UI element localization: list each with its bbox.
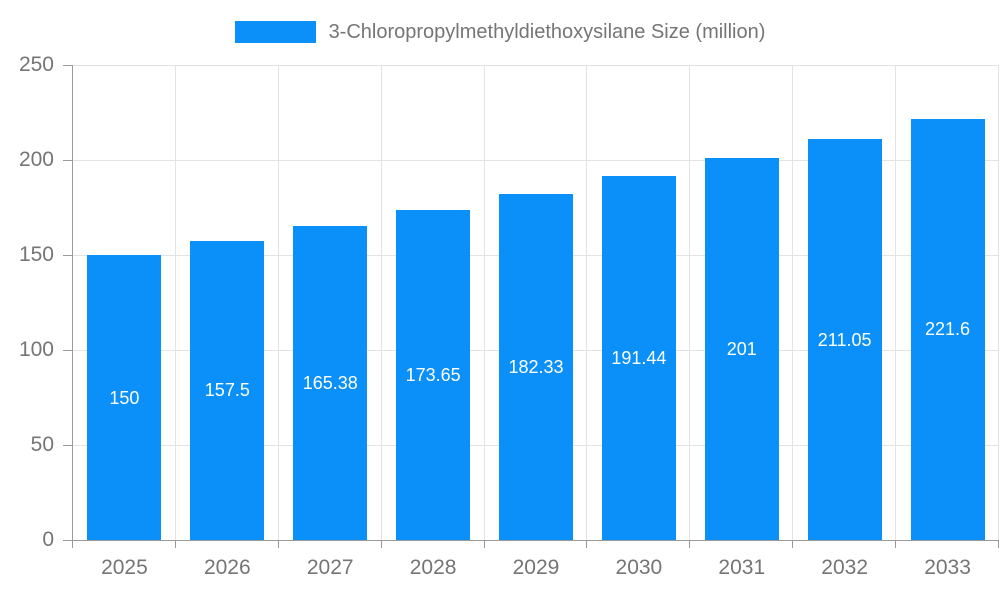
- bar-2025: 150: [87, 255, 162, 540]
- y-tickmark-200: [63, 160, 73, 161]
- h-gridline-200: [73, 160, 999, 161]
- x-axis-label-2029: 2029: [512, 556, 560, 579]
- x-tickmark-9: [998, 540, 999, 548]
- bar-2026: 157.5: [190, 240, 265, 540]
- y-axis-line: [72, 65, 73, 548]
- bar-2031: 201: [704, 158, 779, 540]
- x-tickmark-0: [72, 540, 73, 548]
- bar-2030: 191.44: [601, 176, 676, 540]
- v-gridline-8: [895, 65, 897, 540]
- plot-area: 150 157.5 165.38 173.65 182.33 191.44 201 211.0…: [73, 65, 999, 541]
- x-axis-label-2031: 2031: [718, 556, 766, 579]
- bar-value-label-2031: 201: [726, 339, 757, 360]
- h-gridline-0: [73, 540, 999, 541]
- x-tickmark-5: [586, 540, 588, 548]
- bar-2033: 221.6: [910, 118, 985, 540]
- y-axis-label-200: 200: [18, 148, 54, 171]
- bar-value-label-2028: 173.65: [405, 365, 461, 386]
- y-axis-label-0: 0: [42, 528, 54, 551]
- y-tickmark-150: [63, 255, 73, 256]
- x-tickmark-2: [277, 540, 279, 548]
- v-gridline-9: [998, 65, 999, 540]
- legend-swatch: [234, 21, 316, 43]
- x-tickmark-7: [792, 540, 794, 548]
- x-axis-label-2027: 2027: [306, 556, 354, 579]
- v-gridline-1: [174, 65, 176, 540]
- bar-value-label-2033: 221.6: [925, 319, 971, 340]
- bar-2032: 211.05: [807, 139, 882, 540]
- legend-label: 3-Chloropropylmethyldiethoxysilane Size …: [328, 20, 766, 43]
- v-gridline-7: [792, 65, 794, 540]
- bar-value-label-2026: 157.5: [204, 380, 250, 401]
- v-gridline-2: [277, 65, 279, 540]
- bar-2028: 173.65: [396, 210, 471, 540]
- bar-value-label-2029: 182.33: [508, 356, 564, 377]
- v-gridline-5: [586, 65, 588, 540]
- x-axis-label-2032: 2032: [821, 556, 869, 579]
- x-axis-label-2026: 2026: [203, 556, 251, 579]
- x-tickmark-6: [689, 540, 691, 548]
- y-tickmark-50: [63, 445, 73, 446]
- x-axis-label-2033: 2033: [924, 556, 971, 579]
- x-axis-label-2025: 2025: [101, 556, 148, 579]
- h-gridline-250: [73, 65, 999, 66]
- y-axis-label-150: 150: [18, 243, 54, 266]
- y-tickmark-250: [63, 65, 73, 66]
- v-gridline-3: [380, 65, 382, 540]
- bar-2027: 165.38: [293, 225, 368, 540]
- v-gridline-6: [689, 65, 691, 540]
- y-axis-label-50: 50: [30, 433, 54, 456]
- bar-value-label-2025: 150: [109, 387, 140, 408]
- y-tickmark-0: [63, 540, 73, 541]
- bar-value-label-2030: 191.44: [611, 348, 667, 369]
- y-tickmark-100: [63, 350, 73, 351]
- bar-value-label-2027: 165.38: [302, 372, 358, 393]
- v-gridline-4: [483, 65, 485, 540]
- x-tickmark-4: [483, 540, 485, 548]
- x-axis-label-2030: 2030: [615, 556, 663, 579]
- bar-value-label-2032: 211.05: [817, 329, 872, 350]
- y-axis-label-100: 100: [18, 338, 54, 361]
- legend: 3-Chloropropylmethyldiethoxysilane Size …: [0, 18, 1000, 46]
- y-axis-label-250: 250: [18, 53, 54, 76]
- x-tickmark-1: [174, 540, 176, 548]
- x-axis-label-2028: 2028: [409, 556, 457, 579]
- x-tickmark-8: [895, 540, 897, 548]
- x-tickmark-3: [380, 540, 382, 548]
- bar-2029: 182.33: [499, 193, 573, 540]
